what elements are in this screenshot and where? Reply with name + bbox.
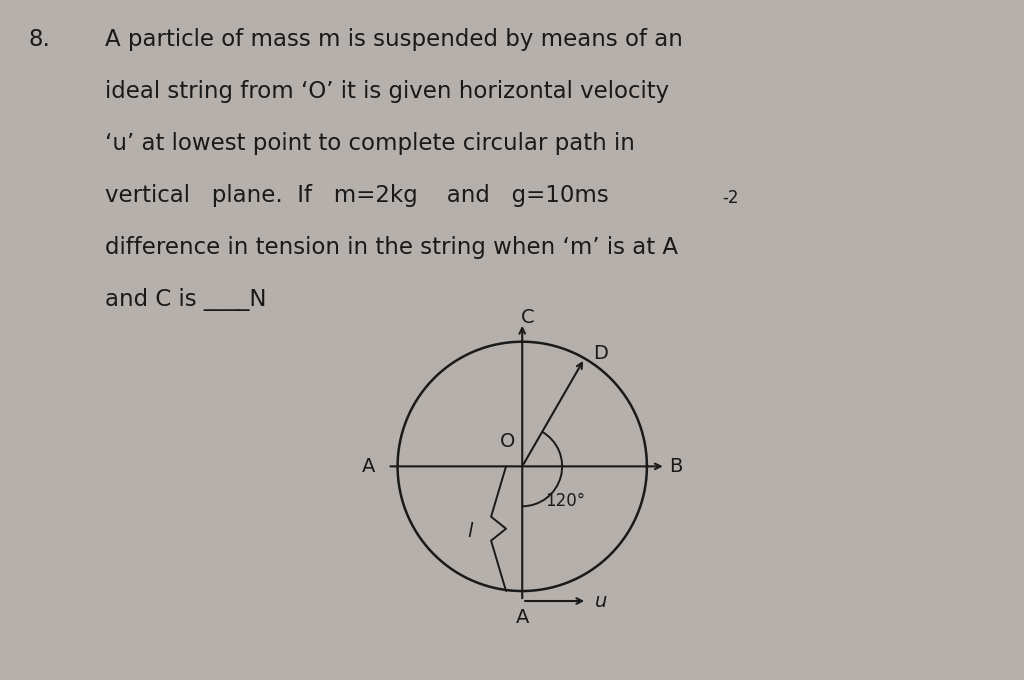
Text: A: A — [361, 457, 375, 476]
Text: O: O — [500, 432, 515, 452]
Text: A: A — [515, 609, 529, 628]
Text: u: u — [595, 592, 607, 611]
Text: B: B — [670, 457, 683, 476]
Text: ideal string from ‘O’ it is given horizontal velocity: ideal string from ‘O’ it is given horizo… — [105, 80, 669, 103]
Text: and C is ____N: and C is ____N — [105, 288, 266, 311]
Text: ‘u’ at lowest point to complete circular path in: ‘u’ at lowest point to complete circular… — [105, 132, 635, 155]
Text: difference in tension in the string when ‘m’ is at A: difference in tension in the string when… — [105, 236, 678, 259]
Text: 8.: 8. — [28, 28, 50, 51]
Text: C: C — [520, 308, 535, 326]
Text: A particle of mass m is suspended by means of an: A particle of mass m is suspended by mea… — [105, 28, 683, 51]
Text: 120°: 120° — [545, 492, 585, 510]
Text: -2: -2 — [722, 189, 738, 207]
Text: D: D — [593, 344, 608, 363]
Text: vertical   plane.  If   m=2kg    and   g=10ms: vertical plane. If m=2kg and g=10ms — [105, 184, 608, 207]
Text: l: l — [467, 522, 472, 541]
